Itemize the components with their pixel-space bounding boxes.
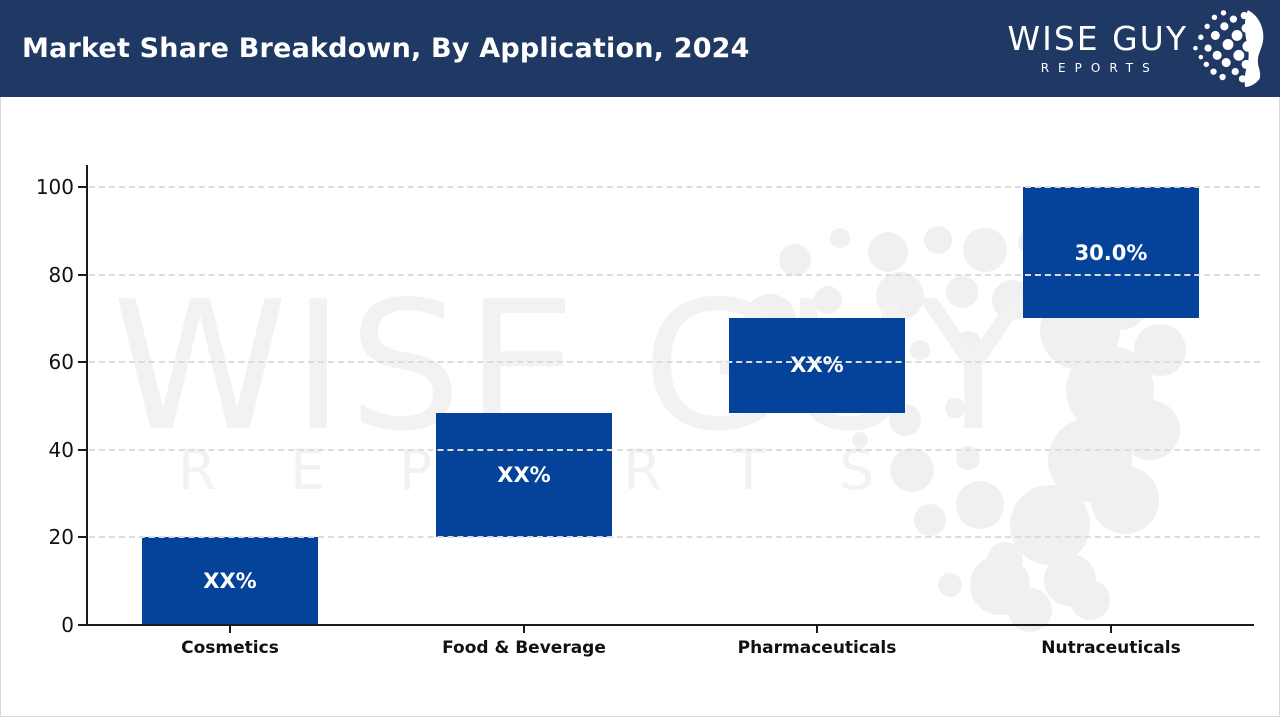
logo-subtitle: REPORTS [1040, 61, 1159, 75]
y-tick-label-40: 40 [48, 437, 74, 462]
x-axis-line [86, 624, 1254, 626]
y-tick-60 [78, 361, 86, 364]
y-tick-40 [78, 448, 86, 451]
bar-label-food-beverage: XX% [497, 462, 551, 487]
page-title: Market Share Breakdown, By Application, … [22, 33, 750, 64]
x-tick-food-beverage [523, 626, 525, 633]
bar-nutraceuticals: 30.0% [1023, 187, 1199, 319]
y-tick-100 [78, 186, 86, 188]
logo-wordmark: WISE GUY [1007, 19, 1188, 58]
x-tick-cosmetics [229, 626, 231, 633]
bar-cosmetics: XX% [142, 537, 318, 625]
gridline-40 [89, 448, 1260, 451]
y-tick-20 [78, 536, 86, 539]
logo-text: WISE GUY REPORTS [1007, 22, 1188, 75]
x-tick-label-cosmetics: Cosmetics [181, 638, 279, 658]
y-tick-label-20: 20 [48, 525, 74, 550]
bar-label-pharmaceuticals: XX% [790, 353, 844, 378]
header-bar: Market Share Breakdown, By Application, … [0, 0, 1280, 97]
x-tick-label-pharmaceuticals: Pharmaceuticals [737, 638, 897, 658]
gridline-60 [89, 361, 1260, 364]
y-tick-label-0: 0 [61, 613, 74, 637]
bar-label-nutraceuticals: 30.0% [1074, 240, 1148, 265]
gridline-20 [89, 536, 1260, 539]
bar-label-cosmetics: XX% [203, 569, 257, 594]
bar-pharmaceuticals: XX% [729, 318, 905, 413]
gridline-80 [89, 273, 1260, 276]
bar-food-beverage: XX% [436, 412, 612, 538]
x-tick-label-nutraceuticals: Nutraceuticals [1041, 638, 1181, 658]
y-tick-label-100: 100 [35, 175, 74, 199]
y-tick-label-80: 80 [48, 262, 74, 287]
y-tick-80 [78, 273, 86, 276]
x-tick-label-food-beverage: Food & Beverage [442, 638, 606, 658]
y-axis-line [86, 165, 88, 626]
x-tick-pharmaceuticals [816, 626, 818, 633]
logo-face-icon [1193, 9, 1264, 87]
logo: WISE GUY REPORTS [1007, 7, 1266, 91]
y-tick-label-60: 60 [48, 350, 74, 375]
y-tick-0 [78, 624, 86, 626]
x-tick-nutraceuticals [1110, 626, 1112, 633]
gridline-100 [89, 186, 1260, 188]
